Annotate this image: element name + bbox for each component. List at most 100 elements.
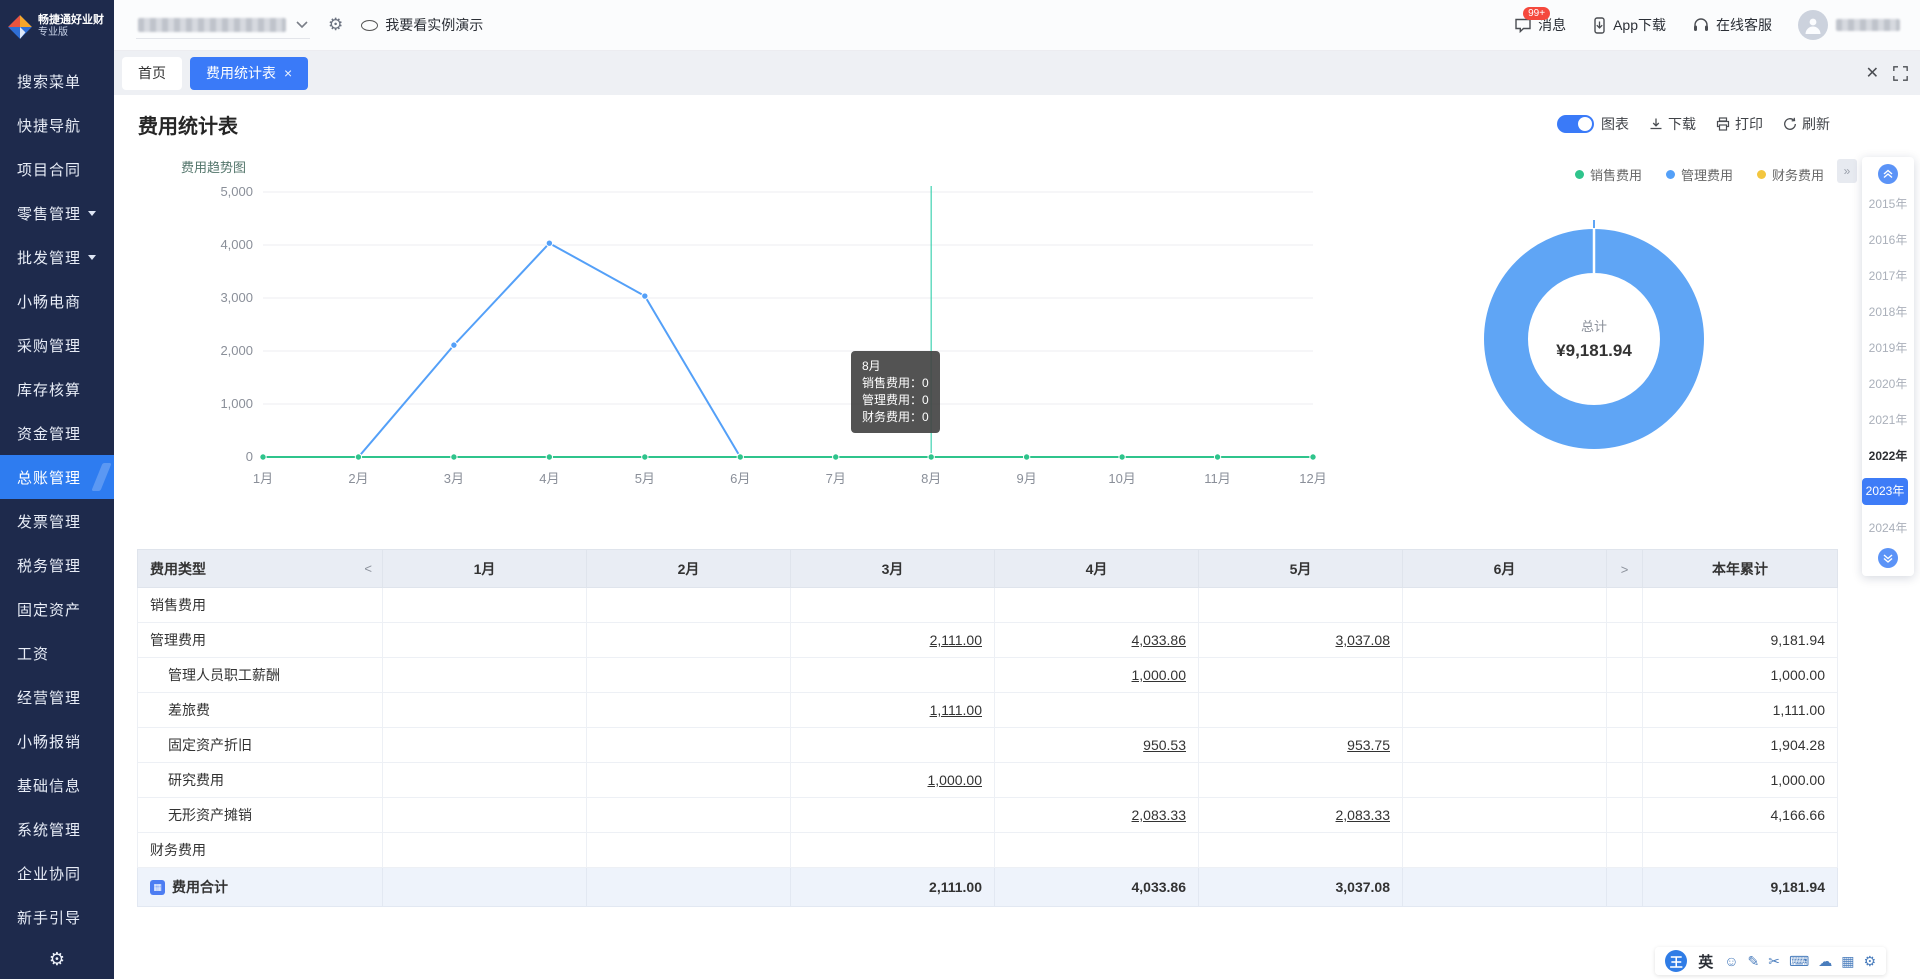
tab-expense-report[interactable]: 费用统计表 × — [190, 56, 309, 90]
donut-chart[interactable]: 总计 ¥9,181.94 — [1474, 219, 1714, 459]
tab-expense-report-label: 费用统计表 — [206, 65, 276, 81]
value-link[interactable]: 2,111.00 — [929, 632, 982, 648]
sidebar-item-19[interactable]: 新手引导 — [0, 895, 114, 939]
value-link[interactable]: 953.75 — [1347, 737, 1390, 753]
month-value-cell — [586, 692, 791, 728]
year-item-2023[interactable]: 2023年 — [1862, 478, 1908, 505]
download-button[interactable]: 下载 — [1649, 114, 1696, 134]
year-item-2020[interactable]: 2020年 — [1868, 377, 1908, 391]
value-link[interactable]: 2,083.33 — [1131, 807, 1187, 823]
year-item-2018[interactable]: 2018年 — [1868, 305, 1908, 319]
chart-toggle[interactable] — [1557, 115, 1594, 133]
ime-smiley-icon[interactable]: ☺ — [1724, 952, 1739, 969]
sidebar-item-17[interactable]: 系统管理 — [0, 807, 114, 851]
year-item-2022[interactable]: 2022年 — [1868, 449, 1908, 463]
legend-item[interactable]: 管理费用 — [1665, 165, 1733, 184]
sidebar-item-label: 项目合同 — [17, 161, 82, 179]
user-account[interactable] — [1798, 10, 1900, 40]
value-link[interactable]: 1,000.00 — [1131, 667, 1187, 683]
month-value-cell — [382, 587, 587, 623]
value-link[interactable]: 1,111.00 — [929, 702, 982, 718]
ime-pen-icon[interactable]: ✎ — [1747, 952, 1760, 969]
year-item-2017[interactable]: 2017年 — [1868, 269, 1908, 283]
total-value-cell: 9,181.94 — [1642, 867, 1838, 907]
online-support-button[interactable]: 在线客服 — [1692, 15, 1772, 35]
value-link[interactable]: 3,037.08 — [1335, 632, 1391, 648]
year-scroll-down-button[interactable] — [1878, 548, 1898, 568]
legend-item[interactable]: 财务费用 — [1756, 165, 1824, 184]
ime-logo-icon[interactable]: 王 — [1665, 950, 1688, 972]
value-link[interactable]: 1,000.00 — [927, 772, 983, 788]
sidebar-item-15[interactable]: 小畅报销 — [0, 719, 114, 763]
spacer-cell — [1606, 727, 1643, 763]
month-value-cell — [790, 832, 995, 868]
donut-total-label: 总计 — [1581, 319, 1607, 334]
settings-gear-icon[interactable]: ⚙ — [328, 15, 344, 34]
ime-gear-icon[interactable]: ⚙ — [1863, 952, 1876, 969]
year-scroll-up-button[interactable] — [1878, 164, 1898, 184]
print-button[interactable]: 打印 — [1716, 114, 1763, 134]
value-link[interactable]: 2,083.33 — [1335, 807, 1391, 823]
footer-value: 4,033.86 — [1131, 879, 1187, 895]
ime-grid-icon[interactable]: ▦ — [1841, 952, 1855, 969]
close-all-tabs-icon[interactable]: ✕ — [1865, 65, 1879, 82]
sidebar-settings-gear-icon[interactable]: ⚙ — [48, 948, 66, 969]
tab-close-icon[interactable]: × — [284, 65, 293, 81]
app-download-button[interactable]: App下载 — [1592, 15, 1666, 35]
content: 费用统计表 图表 下载 — [114, 95, 1920, 979]
company-select[interactable] — [136, 12, 310, 39]
year-item-2016[interactable]: 2016年 — [1868, 233, 1908, 247]
sidebar-item-9[interactable]: 总账管理 — [0, 455, 114, 500]
sidebar-item-12[interactable]: 固定资产 — [0, 587, 114, 631]
sidebar-item-11[interactable]: 税务管理 — [0, 543, 114, 587]
sidebar-item-3[interactable]: 零售管理 — [0, 191, 114, 235]
sidebar-item-0[interactable]: 搜索菜单 — [0, 59, 114, 103]
logo-title: 畅捷通好业财 — [38, 13, 104, 26]
sidebar-item-5[interactable]: 小畅电商 — [0, 279, 114, 323]
scroll-months-left-icon[interactable]: < — [364, 561, 372, 576]
svg-text:12月: 12月 — [1299, 471, 1326, 486]
collapse-year-panel-button[interactable]: » — [1837, 159, 1857, 183]
year-item-2024[interactable]: 2024年 — [1868, 521, 1908, 535]
ime-keyboard-icon[interactable]: ⌨ — [1788, 952, 1810, 969]
sidebar-item-18[interactable]: 企业协同 — [0, 851, 114, 895]
year-item-2021[interactable]: 2021年 — [1868, 413, 1908, 427]
messages-button[interactable]: 99+ 消息 — [1514, 7, 1566, 35]
ime-icons: ☺ ✎ ✂ ⌨ ☁ ▦ ⚙ — [1724, 953, 1876, 970]
sidebar-item-1[interactable]: 快捷导航 — [0, 103, 114, 147]
fullscreen-icon[interactable] — [1893, 65, 1908, 81]
tab-home[interactable]: 首页 — [122, 56, 182, 90]
sidebar-item-4[interactable]: 批发管理 — [0, 235, 114, 279]
value-link[interactable]: 950.53 — [1143, 737, 1186, 753]
legend-item[interactable]: 销售费用 — [1574, 165, 1642, 184]
refresh-icon — [1784, 117, 1796, 130]
sidebar-item-10[interactable]: 发票管理 — [0, 499, 114, 543]
demo-link[interactable]: 我要看实例演示 — [361, 15, 483, 35]
ime-language-toggle[interactable]: 英 — [1698, 953, 1714, 971]
tooltip-line: 管理费用：0 — [862, 393, 929, 407]
month-value-cell: 950.53 — [994, 727, 1199, 763]
spacer-cell — [1606, 832, 1643, 868]
sidebar-item-13[interactable]: 工资 — [0, 631, 114, 675]
month-value-cell — [382, 692, 587, 728]
sidebar-item-6[interactable]: 采购管理 — [0, 323, 114, 367]
chevron-down-icon — [296, 20, 308, 28]
year-item-2015[interactable]: 2015年 — [1868, 197, 1908, 211]
sidebar-item-16[interactable]: 基础信息 — [0, 763, 114, 807]
svg-text:3,000: 3,000 — [220, 290, 253, 305]
svg-text:9月: 9月 — [1017, 471, 1037, 486]
value-link[interactable]: 4,033.86 — [1131, 632, 1187, 648]
month-value-cell: 1,000.00 — [994, 657, 1199, 693]
sidebar-item-8[interactable]: 资金管理 — [0, 411, 114, 455]
sidebar-item-2[interactable]: 项目合同 — [0, 147, 114, 191]
scroll-months-right-icon[interactable]: > — [1620, 561, 1629, 577]
sidebar-item-7[interactable]: 库存核算 — [0, 367, 114, 411]
ime-scissors-icon[interactable]: ✂ — [1768, 952, 1780, 969]
sidebar-item-14[interactable]: 经营管理 — [0, 675, 114, 719]
refresh-button[interactable]: 刷新 — [1783, 114, 1830, 134]
app-logo[interactable]: 畅捷通好业财 专业版 — [0, 0, 114, 53]
year-item-2019[interactable]: 2019年 — [1868, 341, 1908, 355]
line-chart[interactable]: 0 1,000 2,000 3,000 4,000 5,000 1月 2月 3月 4月 5月 6月 7月… — [193, 167, 1343, 497]
trend-chart-title: 费用趋势图 — [181, 160, 247, 175]
ime-cloud-icon[interactable]: ☁ — [1818, 952, 1833, 969]
